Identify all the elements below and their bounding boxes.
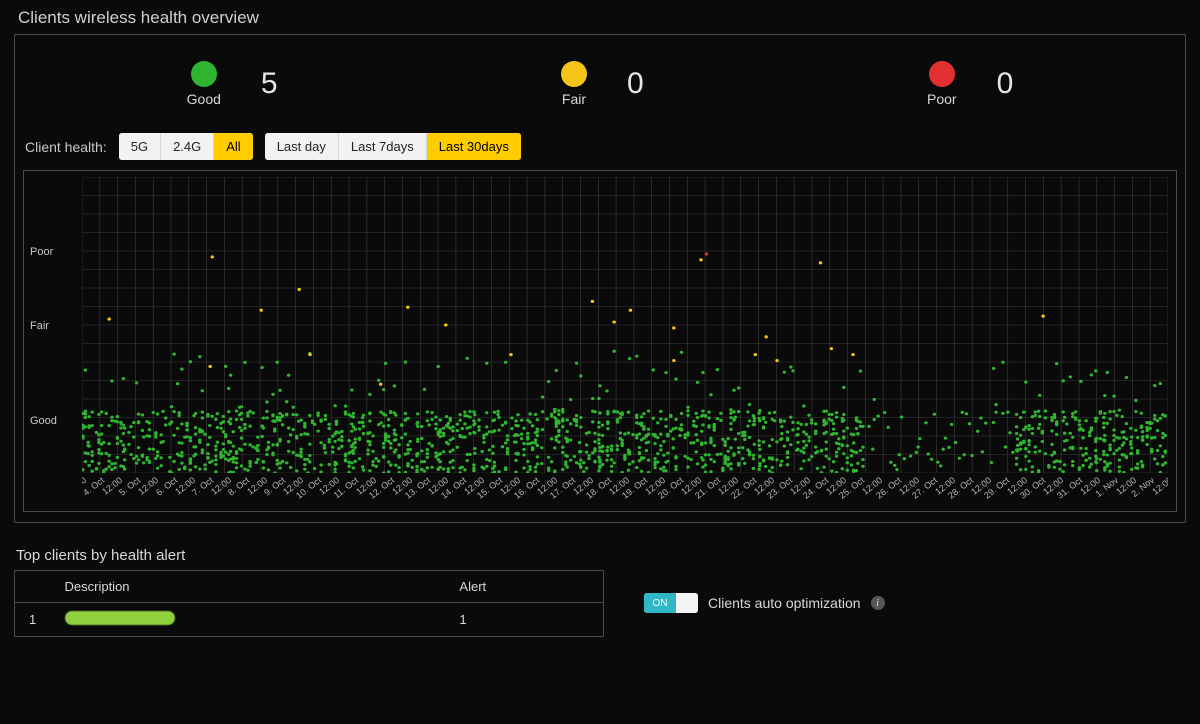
redacted-description [65,611,175,625]
alerts-section: Top clients by health alert Description … [14,543,604,637]
optimization-row: ON Clients auto optimization i [644,543,885,637]
alerts-title: Top clients by health alert [14,543,604,570]
filters-label: Client health: [25,139,107,155]
chart-plot [82,177,1168,473]
status-good: Good 5 [187,61,278,107]
bottom-row: Top clients by health alert Description … [0,533,1200,637]
band-option-2.4g[interactable]: 2.4G [161,133,214,160]
overview-panel: Good 5 Fair 0 Poor 0 Client health: 5G2.4GAll… [14,34,1186,523]
chart-x-axis: 12:004. Oct12:005. Oct12:006. Oct12:007.… [82,473,1168,511]
page-title: Clients wireless health overview [0,0,1200,34]
poor-dot-icon [929,61,955,87]
range-option-last-day[interactable]: Last day [265,133,339,160]
cell-alert: 1 [445,603,603,637]
band-option-all[interactable]: All [214,133,252,160]
filters-row: Client health: 5G2.4GAll Last dayLast 7d… [15,125,1185,170]
alerts-table: Description Alert 11 [14,570,604,637]
col-description: Description [51,571,446,603]
toggle-on-label: ON [644,593,676,613]
status-poor: Poor 0 [927,61,1013,107]
band-segment: 5G2.4GAll [119,133,253,160]
chart-y-axis: Poor Fair Good [30,171,78,511]
poor-label: Poor [927,91,957,107]
table-row[interactable]: 11 [15,603,604,637]
y-label-fair: Fair [30,320,49,332]
status-row: Good 5 Fair 0 Poor 0 [15,35,1185,125]
status-fair: Fair 0 [561,61,644,107]
alerts-header-row: Description Alert [15,571,604,603]
fair-label: Fair [562,91,586,107]
y-label-poor: Poor [30,246,53,258]
info-icon[interactable]: i [871,596,885,610]
cell-description [51,603,446,637]
good-label: Good [187,91,221,107]
health-scatter-chart: Poor Fair Good 12:004. Oct12:005. Oct12:00… [23,170,1177,512]
col-alert: Alert [445,571,603,603]
band-option-5g[interactable]: 5G [119,133,161,160]
range-option-last-7days[interactable]: Last 7days [339,133,427,160]
good-dot-icon [191,61,217,87]
cell-index: 1 [15,603,51,637]
fair-dot-icon [561,61,587,87]
good-count: 5 [261,67,278,101]
auto-optimization-label: Clients auto optimization [708,595,861,611]
range-option-last-30days[interactable]: Last 30days [427,133,521,160]
poor-count: 0 [997,67,1014,101]
range-segment: Last dayLast 7daysLast 30days [265,133,521,160]
fair-count: 0 [627,67,644,101]
col-index [15,571,51,603]
y-label-good: Good [30,415,57,427]
auto-optimization-toggle[interactable]: ON [644,593,698,613]
toggle-knob [676,593,698,613]
